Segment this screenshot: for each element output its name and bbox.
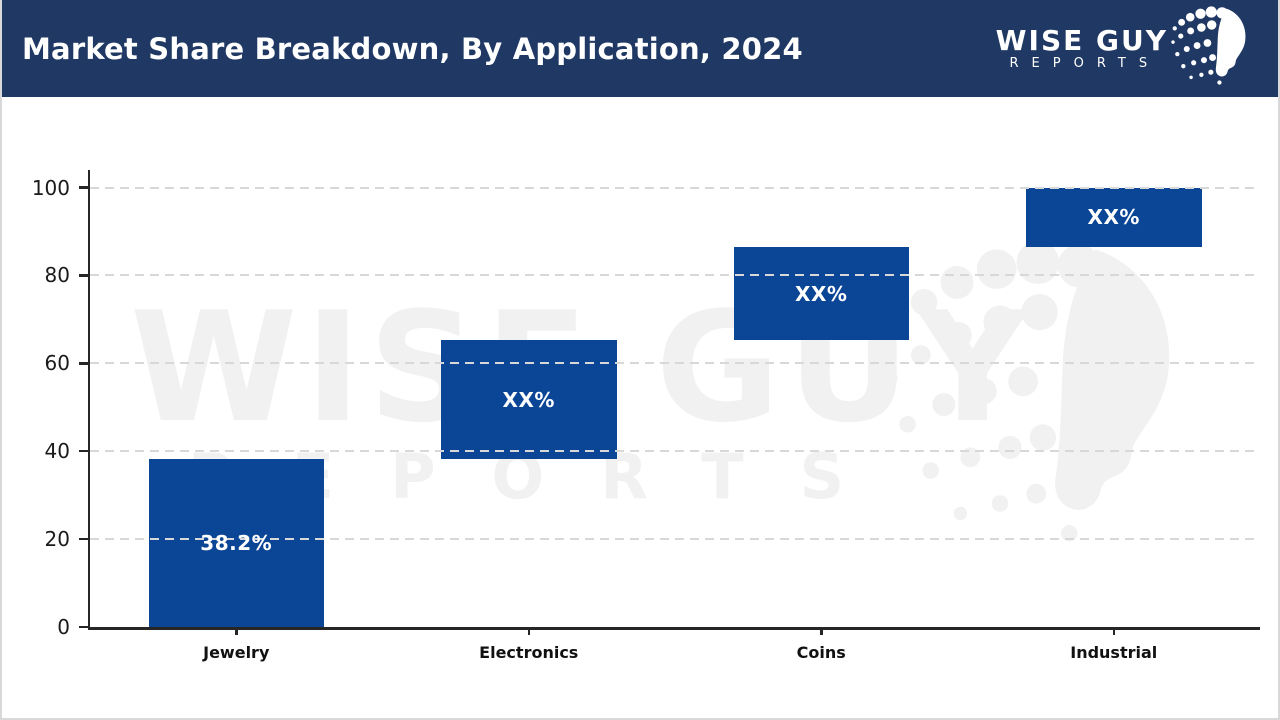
waterfall-bar [1026,187,1202,247]
y-tick-mark [79,449,88,453]
page-title: Market Share Breakdown, By Application, … [22,31,803,66]
y-tick-mark [79,274,88,277]
y-tick-mark [79,537,88,541]
x-tick-label: Jewelry [203,643,270,662]
label-layer: 38.2% XX% XX% XX% [90,170,1260,627]
bar-layer [90,170,1260,627]
watermark-dotted-face-icon [884,241,1170,542]
y-tick-label: 80 [44,263,70,288]
header-bar: Market Share Breakdown, By Application, … [2,0,1278,97]
x-tick-mark [235,627,238,635]
waterfall-bar [148,459,324,627]
x-tick-label: Coins [796,643,846,662]
brand-logo: WISE GUY REPORTS [996,5,1258,92]
y-tick-label: 20 [44,527,70,552]
y-tick-label: 40 [44,439,70,464]
x-axis-line [87,627,1260,630]
bar-value-label: XX% [1087,205,1140,230]
logo-wordmark-line1: WISE GUY [995,24,1168,58]
axis-layer: 0 20 40 60 80 100 Jewelry Electronics Coins Indus… [32,170,1260,662]
x-tick-mark [527,627,530,635]
y-axis-line [87,170,90,627]
y-tick-label: 100 [31,175,70,200]
x-tick-label: Electronics [479,643,579,662]
bar-value-label: XX% [502,387,555,412]
logo-wordmark: WISE GUY REPORTS [996,26,1168,70]
y-tick-mark [79,625,88,629]
x-tick-mark [1112,627,1115,635]
logo-wordmark-line2: REPORTS [1009,55,1161,71]
x-tick-label: Industrial [1070,643,1158,662]
x-tick-mark [820,627,823,635]
y-tick-label: 0 [57,615,70,639]
waterfall-bar [441,340,617,460]
bar-value-label: XX% [795,281,848,306]
y-tick-mark [79,362,88,365]
plot-area: 38.2% XX% XX% XX% 0 20 40 60 80 100 Jewelry Electr… [32,170,1260,662]
logo-dotted-face-icon [1171,5,1246,85]
y-tick-mark [79,186,88,189]
waterfall-bar [733,246,909,341]
bar-value-label: 38.2% [200,531,273,556]
y-tick-label: 60 [44,351,70,376]
